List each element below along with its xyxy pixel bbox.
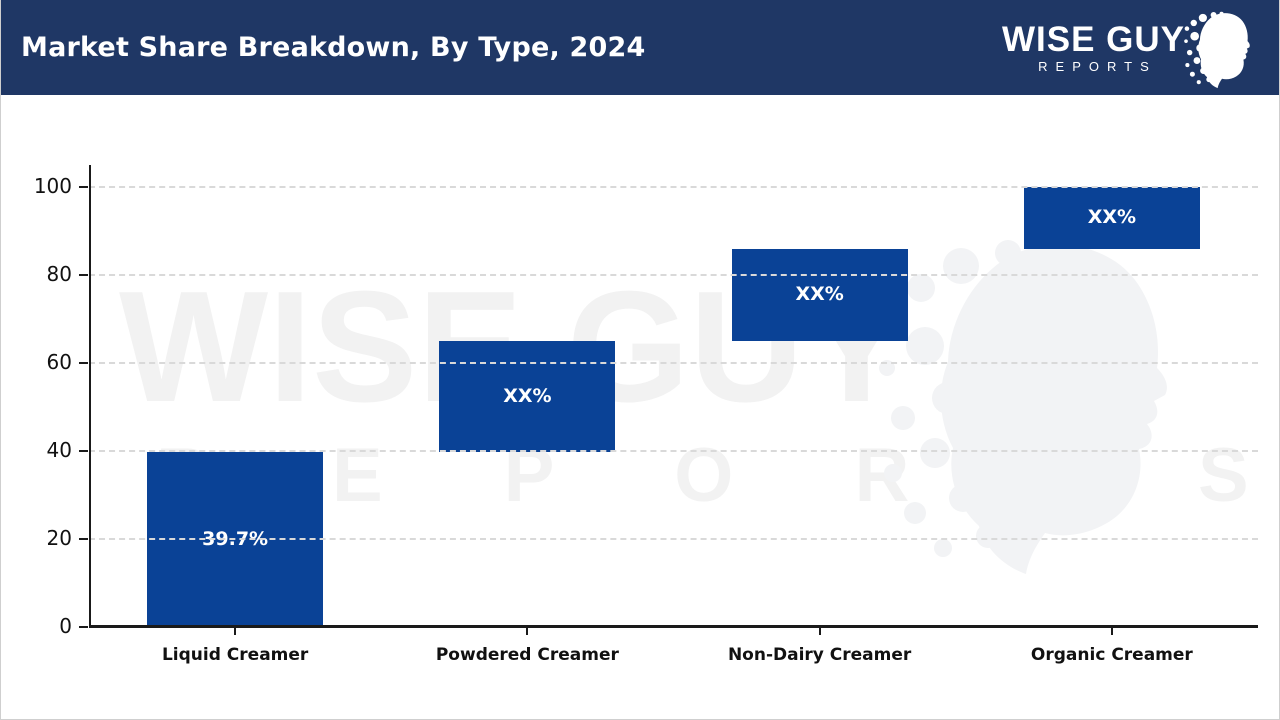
- header-bar: Market Share Breakdown, By Type, 2024 WI…: [1, 0, 1279, 95]
- x-axis-tick: [234, 628, 237, 635]
- y-axis-tick-label: 40: [46, 438, 72, 462]
- bar-value-label: XX%: [503, 384, 552, 407]
- x-category-label: Non-Dairy Creamer: [727, 645, 912, 665]
- x-axis-tick: [818, 628, 821, 635]
- logo-head-icon: [1184, 11, 1250, 88]
- y-axis-tick: [79, 450, 88, 452]
- x-axis-tick: [1110, 628, 1113, 635]
- y-axis-line: [89, 165, 91, 627]
- bar-segment: [439, 341, 616, 453]
- y-axis-tick: [79, 626, 88, 628]
- y-axis-tick: [79, 538, 88, 540]
- x-axis-tick: [526, 628, 529, 635]
- logo-text: WISE GUY REPORTS: [1002, 22, 1185, 73]
- x-category-label: Powdered Creamer: [435, 645, 619, 665]
- y-axis-tick: [79, 362, 88, 364]
- y-axis-tick: [79, 274, 88, 276]
- bar-value-label: XX%: [795, 282, 844, 305]
- gridline: [89, 274, 1258, 276]
- page-title: Market Share Breakdown, By Type, 2024: [21, 32, 646, 63]
- wiseguy-logo: WISE GUY REPORTS: [1002, 7, 1253, 89]
- bar-value-label: XX%: [1087, 205, 1137, 228]
- x-category-label: Liquid Creamer: [161, 645, 309, 665]
- gridline: [89, 186, 1258, 188]
- y-axis-tick-label: 60: [46, 350, 72, 374]
- gridline: [89, 362, 1258, 364]
- plot-area: 0 20 40 60 80 100 39.7% Liquid Creamer XX% Powder…: [34, 165, 1258, 665]
- bar-segment: [1023, 187, 1200, 249]
- y-axis-tick-label: 80: [46, 262, 72, 286]
- x-axis-line: [89, 625, 1258, 628]
- y-axis-tick-label: 100: [33, 174, 72, 198]
- y-axis-tick-label: 0: [59, 614, 72, 638]
- y-axis-tick-label: 20: [46, 526, 72, 550]
- bar-segment: [731, 248, 908, 341]
- x-category-label: Organic Creamer: [1030, 645, 1193, 665]
- logo-wordmark: WISE GUY: [1001, 20, 1185, 59]
- y-axis-tick: [79, 186, 88, 188]
- logo-subtitle: REPORTS: [1038, 59, 1157, 74]
- gridline: [89, 450, 1258, 452]
- gridline: [89, 538, 1258, 540]
